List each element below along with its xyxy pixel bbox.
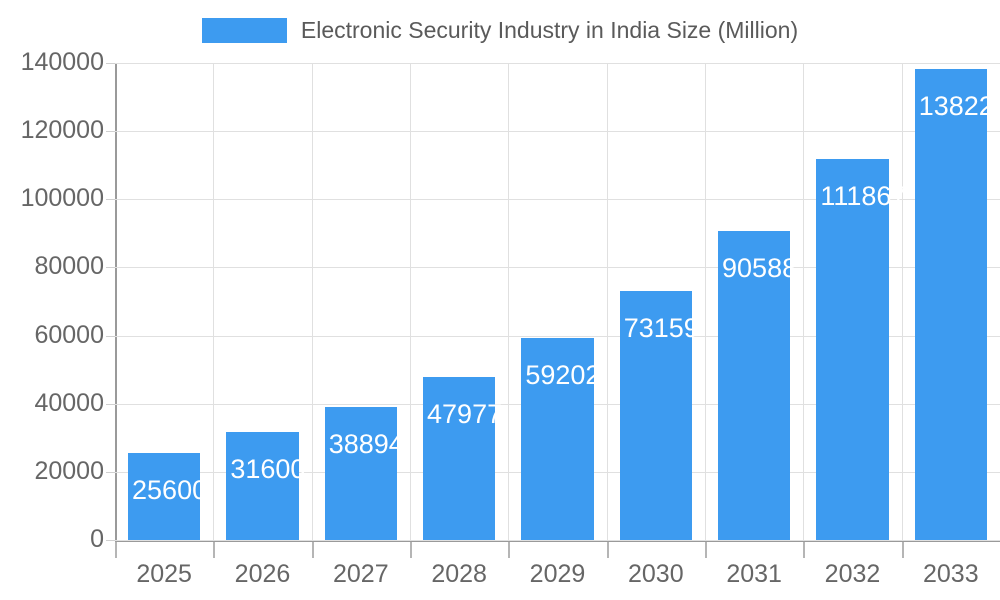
x-axis-tick-mark [115, 542, 117, 558]
gridline-vertical [213, 63, 215, 540]
x-axis-tick-mark [606, 542, 609, 558]
gridline-horizontal [115, 131, 1000, 133]
gridline-horizontal [115, 63, 1000, 64]
bar-2031[interactable] [718, 231, 791, 540]
chart-legend: Electronic Security Industry in India Si… [0, 12, 1000, 48]
gridline-vertical [508, 63, 510, 540]
x-axis-tick-mark [705, 542, 707, 558]
bar-2025[interactable] [128, 452, 201, 540]
gridline-vertical [606, 63, 608, 540]
bar-2030[interactable] [619, 290, 692, 540]
y-axis-tick-label: 140000 [20, 48, 104, 76]
x-axis-tick-label-2033: 2033 [923, 560, 979, 588]
legend-label[interactable]: Electronic Security Industry in India Si… [300, 16, 799, 43]
x-axis-tick-label-2032: 2032 [824, 560, 881, 588]
gridline-vertical [803, 63, 805, 540]
y-axis-tick-label: 100000 [20, 184, 104, 213]
x-axis-tick-mark [901, 542, 904, 558]
gridline-horizontal [115, 267, 1000, 269]
y-axis-tick-mark [106, 131, 115, 133]
bar-2033[interactable] [914, 69, 987, 540]
x-axis-tick-label-2028: 2028 [431, 560, 487, 588]
gridline-vertical [311, 63, 313, 540]
y-axis-tick-mark [106, 199, 115, 201]
x-axis-tick-label-2026: 2026 [234, 560, 291, 588]
x-axis-tick-mark [311, 542, 314, 558]
gridline-horizontal [115, 199, 1000, 201]
x-axis-tick-label-2029: 2029 [529, 560, 586, 588]
y-axis-tick-mark [106, 267, 115, 269]
y-axis-tick-mark [106, 63, 115, 64]
y-axis-tick-label: 80000 [34, 252, 104, 281]
y-axis-line [115, 63, 117, 541]
y-axis-tick-mark [106, 540, 115, 541]
y-axis-tick-label: 20000 [34, 456, 104, 485]
x-axis-tick-mark [508, 542, 511, 558]
gridline-vertical [901, 63, 903, 540]
bar-2029[interactable] [521, 338, 594, 540]
x-axis-tick-mark [213, 542, 216, 558]
y-axis-tick-label: 40000 [34, 388, 104, 417]
x-axis-tick-label-2031: 2031 [726, 560, 782, 588]
gridline-horizontal [115, 335, 1000, 337]
gridline-vertical [410, 63, 411, 540]
x-axis-tick-mark [410, 542, 412, 558]
bar-2028[interactable] [423, 376, 496, 540]
y-axis-tick-label: 120000 [20, 116, 104, 145]
gridline-horizontal [115, 540, 1000, 541]
y-axis-tick-label: 0 [90, 525, 104, 553]
y-axis-tick-label: 60000 [34, 320, 104, 349]
plot-area: 25600 31600 38894 47977 59202 73159 90588 11186… [115, 63, 1000, 541]
gridline-vertical [705, 63, 706, 540]
x-axis-tick-label-2025: 2025 [136, 560, 192, 588]
legend-color-swatch[interactable] [201, 17, 287, 43]
bar-2032[interactable] [816, 158, 889, 540]
bar-2026[interactable] [226, 432, 299, 540]
y-axis-tick-mark [106, 403, 115, 405]
y-axis-tick-mark [106, 471, 115, 473]
x-axis-tick-label-2027: 2027 [333, 560, 389, 588]
x-axis-tick-label-2030: 2030 [628, 560, 684, 588]
x-axis-tick-mark [803, 542, 806, 558]
x-axis-line [115, 540, 1000, 542]
bar-2027[interactable] [324, 407, 397, 540]
y-axis-tick-mark [106, 335, 115, 337]
